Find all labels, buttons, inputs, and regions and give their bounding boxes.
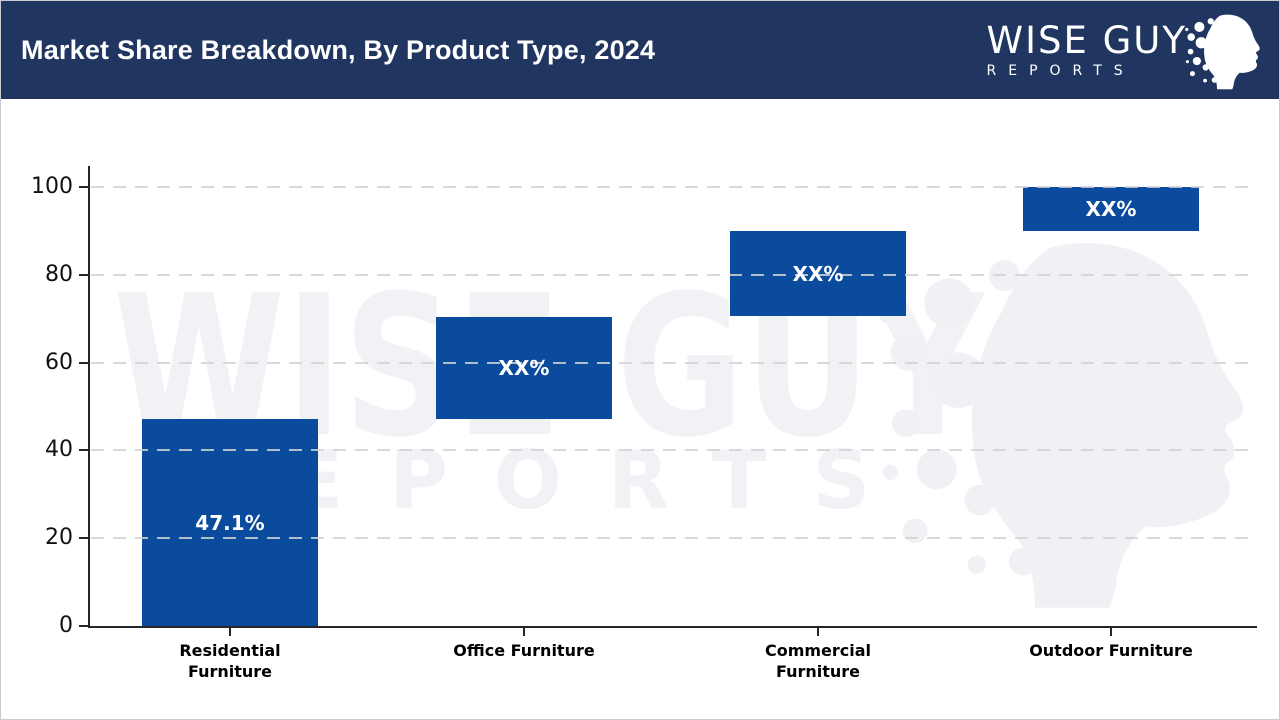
page-title: Market Share Breakdown, By Product Type,… [21, 34, 656, 65]
bar-office-furniture [436, 316, 612, 420]
x-tick-mark [229, 628, 231, 636]
bar-residential-furniture [142, 419, 318, 626]
logo-text: WISE GUY REPORTS [987, 22, 1187, 78]
y-tick-label: 60 [45, 349, 73, 375]
x-tick-mark [1110, 628, 1112, 636]
x-tick-label: Outdoor Furniture [1029, 641, 1193, 660]
bar-outdoor-furniture [1023, 187, 1199, 231]
x-tick-mark [523, 628, 525, 636]
bar-value-label: XX% [498, 355, 550, 380]
y-axis-line [88, 166, 90, 627]
watermark-head-icon [869, 223, 1269, 608]
bar-commercial-furniture [730, 230, 906, 317]
logo-wordmark: WISE GUY [986, 19, 1187, 62]
x-tick-label: Commercial Furniture [764, 641, 872, 681]
wiseguy-logo: WISE GUY REPORTS [987, 10, 1265, 90]
y-tick-mark [79, 449, 88, 452]
y-tick-label: 0 [59, 613, 73, 638]
gridline [91, 537, 1257, 540]
bar-value-label: 47.1% [195, 510, 265, 535]
logo-subtext: REPORTS [986, 63, 1135, 79]
x-tick-mark [817, 628, 819, 636]
x-axis-line [88, 626, 1257, 628]
y-tick-mark [79, 361, 88, 364]
y-tick-label: 20 [45, 525, 73, 551]
x-tick-label: Office Furniture [453, 641, 595, 660]
logo-head-icon [1183, 10, 1265, 90]
y-tick-mark [79, 273, 88, 276]
gridline [91, 361, 1257, 364]
header: Market Share Breakdown, By Product Type,… [1, 1, 1279, 99]
y-tick-mark [79, 537, 88, 540]
x-tick-label: Residential Furniture [179, 641, 281, 681]
y-tick-label: 80 [45, 261, 73, 287]
y-tick-label: 100 [31, 174, 73, 199]
bar-value-label: XX% [792, 261, 844, 286]
gridline [91, 186, 1257, 188]
y-tick-label: 40 [45, 437, 73, 463]
gridline [91, 449, 1257, 452]
y-tick-mark [79, 625, 88, 627]
bar-value-label: XX% [1085, 196, 1137, 221]
y-tick-mark [79, 186, 88, 188]
gridline [91, 273, 1257, 276]
